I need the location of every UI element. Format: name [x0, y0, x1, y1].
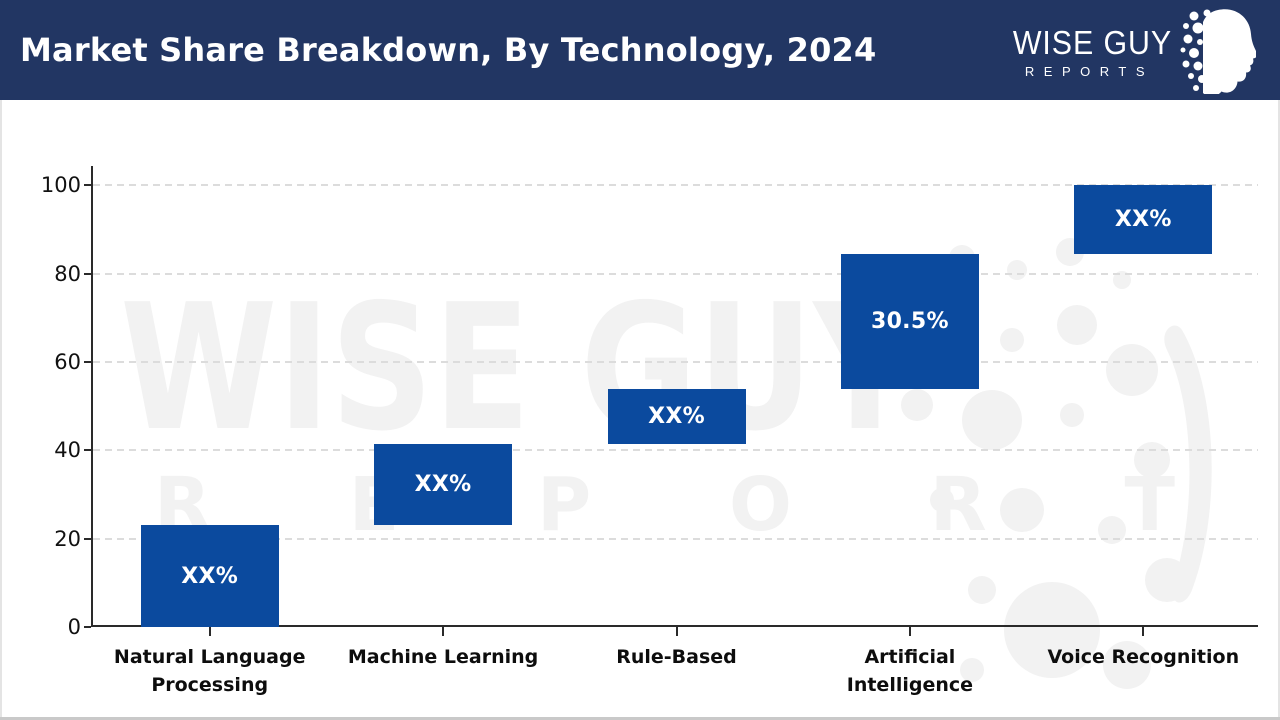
x-tick-mark [1142, 627, 1145, 636]
gridline-40 [93, 449, 1258, 452]
bar-0: XX% [140, 525, 279, 627]
x-category-line: Machine Learning [347, 646, 539, 668]
logo-subtitle: REPORTS [1024, 63, 1155, 79]
y-tick-label: 40 [54, 438, 81, 463]
y-tick-label: 20 [54, 526, 81, 551]
x-tick-mark [442, 627, 445, 636]
logo-wordmark: WISE GUY REPORTS [999, 24, 1172, 79]
y-tick-mark [84, 537, 91, 540]
y-tick-label: 100 [40, 173, 81, 198]
x-tick-mark [208, 627, 211, 636]
x-category-line: Natural Language [113, 646, 306, 668]
bar-value-label: 30.5% [870, 308, 949, 334]
bar-2: XX% [607, 388, 746, 444]
x-category-label: Artificial Intelligence [770, 643, 1050, 699]
bar-1: XX% [374, 443, 513, 526]
x-category-label: Rule-Based [537, 643, 817, 671]
x-category-label: Voice Recognition [1003, 643, 1280, 671]
x-category-line: Rule-Based [616, 646, 737, 668]
y-tick-mark [84, 449, 91, 452]
y-tick-mark [84, 272, 91, 275]
x-tick-mark [908, 627, 911, 636]
x-category-label: Machine Learning [303, 643, 583, 671]
gridline-60 [93, 361, 1258, 364]
gridline-20 [93, 537, 1258, 540]
bottom-border [0, 717, 1280, 720]
x-category-line: Voice Recognition [1047, 646, 1240, 668]
header-bar: Market Share Breakdown, By Technology, 2… [0, 0, 1280, 100]
logo-title: WISE GUY [1012, 23, 1172, 61]
x-category-line: Artificial [864, 646, 956, 668]
gridline-100 [93, 184, 1258, 187]
bar-value-label: XX% [414, 472, 472, 498]
x-category-label: Natural Language Processing [70, 643, 350, 699]
chart-area: WISE GUY R E P O R T S 020406080100XX%Na… [0, 100, 1280, 717]
wiseguy-logo: WISE GUY REPORTS [999, 6, 1256, 94]
y-tick-mark [84, 184, 91, 187]
y-tick-label: 60 [54, 350, 81, 375]
y-tick-mark [84, 361, 91, 364]
page-title: Market Share Breakdown, By Technology, 2… [20, 31, 877, 69]
bar-value-label: XX% [1114, 207, 1172, 233]
bar-3: 30.5% [840, 253, 979, 389]
x-category-line: Processing [151, 674, 269, 696]
y-tick-label: 0 [67, 615, 81, 639]
y-tick-mark [84, 626, 91, 628]
bar-4: XX% [1074, 185, 1213, 254]
bar-value-label: XX% [648, 403, 705, 429]
x-tick-mark [675, 627, 678, 636]
gridline-80 [93, 272, 1258, 275]
logo-head-icon [1180, 9, 1256, 94]
y-tick-label: 80 [54, 261, 81, 286]
bar-value-label: XX% [181, 563, 239, 589]
plot-area: 0 20 40 60 80 100 XX% Natural Language Processin… [41, 166, 1258, 696]
x-category-line: Intelligence [846, 674, 974, 696]
